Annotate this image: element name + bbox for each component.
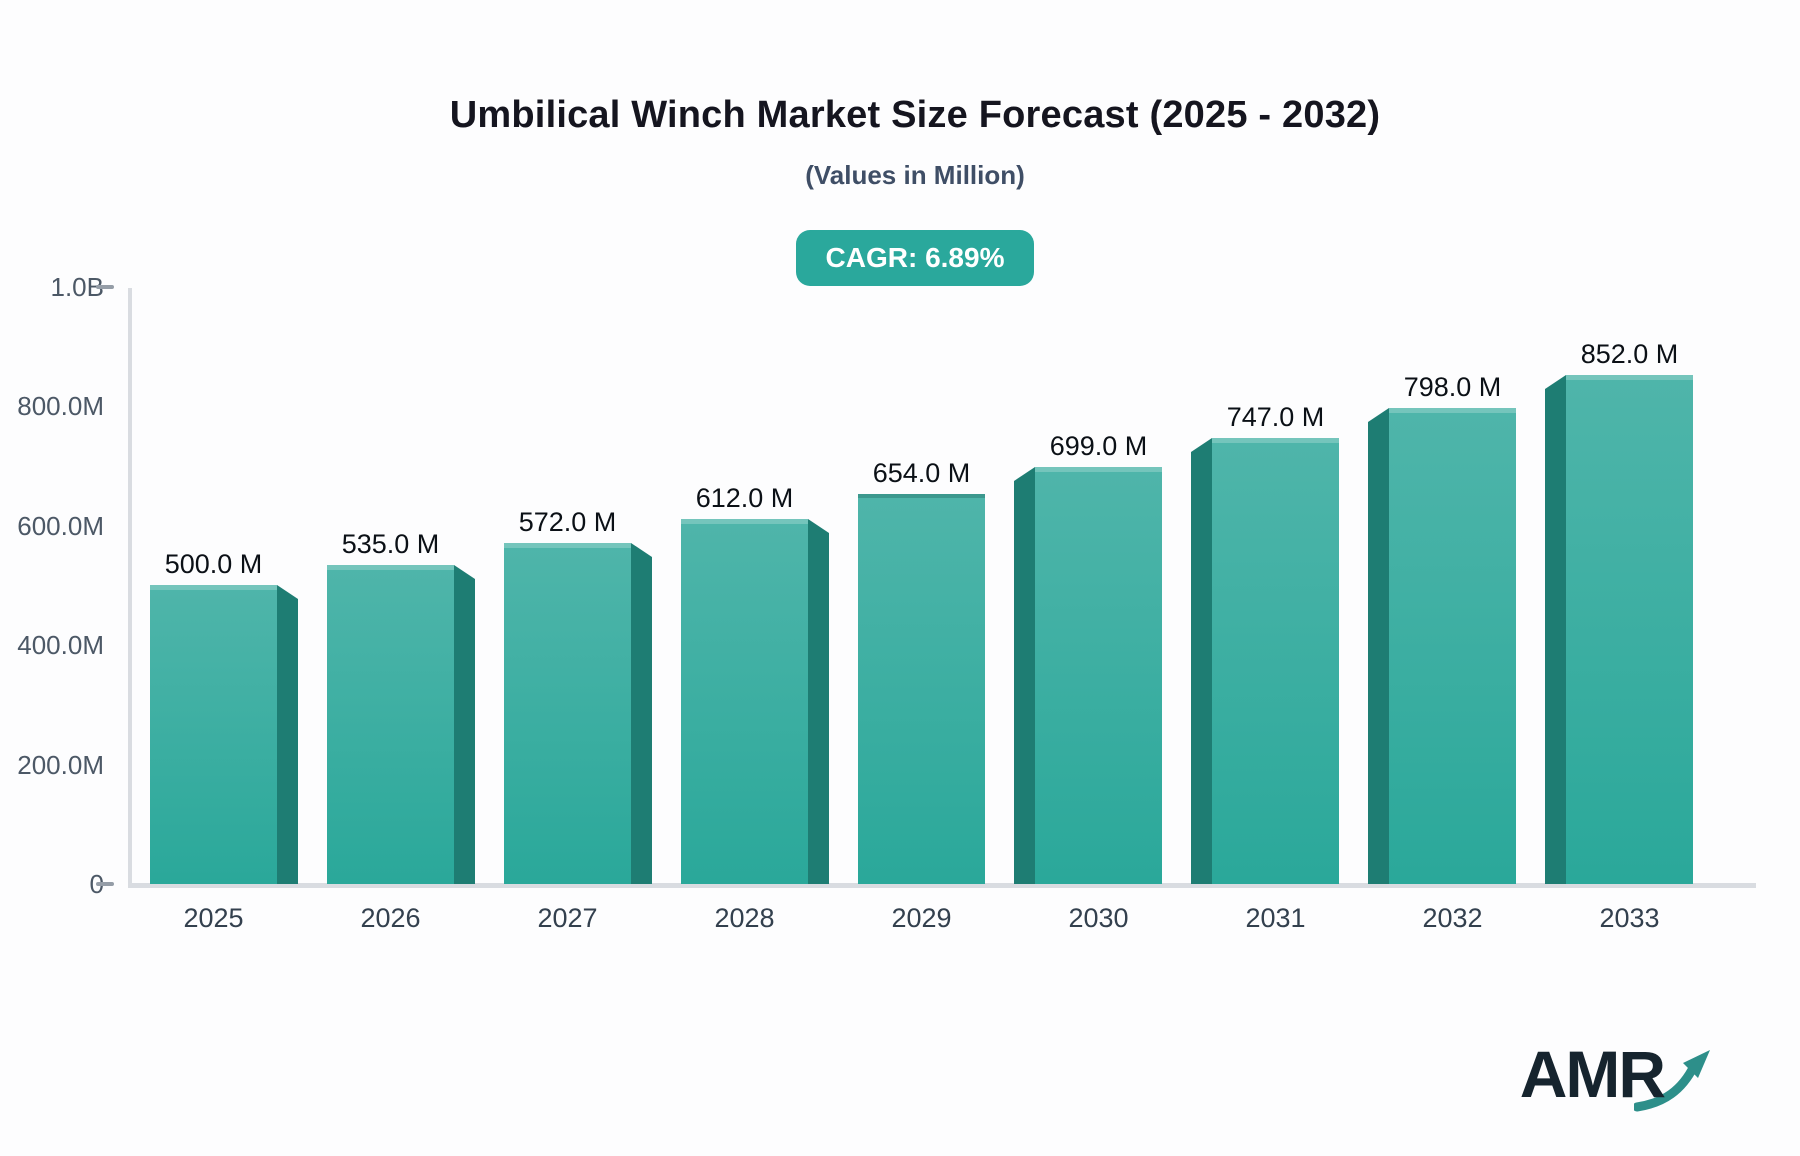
y-tick-label: 1.0B — [50, 272, 105, 302]
bar-top-edge — [1389, 408, 1516, 413]
bar-2032 — [1368, 408, 1516, 884]
bar-side-face — [631, 543, 652, 884]
bar-value-label: 747.0 M — [1226, 402, 1325, 432]
y-tick-dash — [96, 285, 114, 289]
bar-side-face — [454, 565, 475, 884]
bar-body — [1212, 438, 1339, 884]
chart-title: Umbilical Winch Market Size Forecast (20… — [449, 94, 1381, 136]
bar-side-face — [1368, 408, 1389, 884]
cagr-badge: CAGR: 6.89% — [795, 230, 1035, 286]
bar-side-face — [277, 585, 298, 884]
bar-body — [1035, 467, 1162, 884]
x-axis-label: 2033 — [1599, 903, 1660, 933]
bar-2025 — [150, 585, 298, 884]
bar-top-edge — [1212, 438, 1339, 443]
bar-2031 — [1191, 438, 1339, 884]
bar-top-edge — [858, 494, 985, 498]
bar-side-face — [1191, 438, 1212, 884]
x-axis-label: 2027 — [537, 903, 598, 933]
bar-2028 — [681, 519, 829, 884]
x-axis-label: 2029 — [891, 903, 952, 933]
bar-top-edge — [150, 585, 277, 590]
chart-subtitle: (Values in Million) — [805, 160, 1025, 190]
bar-value-label: 699.0 M — [1049, 431, 1148, 461]
y-tick-label: 800.0M — [17, 391, 104, 422]
x-axis-label: 2028 — [714, 903, 775, 933]
bar-value-label: 654.0 M — [872, 458, 971, 488]
cagr-badge-row: CAGR: 6.89% — [130, 230, 1700, 286]
bar-2030 — [1014, 467, 1162, 884]
x-axis-line — [128, 883, 1756, 888]
bar-value-label: 572.0 M — [518, 507, 617, 537]
growth-arrow-icon — [1634, 1050, 1710, 1112]
bar-body — [681, 519, 808, 884]
y-tick-label: 600.0M — [17, 510, 104, 541]
bar-body — [150, 585, 277, 884]
bar-body — [504, 543, 631, 884]
bar-2029 — [858, 494, 985, 884]
bar-2027 — [504, 543, 652, 884]
bar-value-label: 500.0 M — [164, 549, 263, 579]
bar-side-face — [1545, 375, 1566, 884]
bar-body — [327, 565, 454, 884]
bar-top-edge — [504, 543, 631, 548]
bar-body — [858, 494, 985, 884]
bar-2026 — [327, 565, 475, 884]
amr-logo: AMR — [1520, 1034, 1712, 1114]
x-axis-label: 2032 — [1422, 903, 1483, 933]
bar-top-edge — [1566, 375, 1693, 380]
amr-logo-text: AMR — [1519, 1037, 1666, 1111]
bar-side-face — [808, 519, 829, 884]
bar-value-label: 535.0 M — [341, 529, 440, 559]
y-tick-label: 200.0M — [17, 749, 104, 780]
bar-top-edge — [681, 519, 808, 524]
bar-body — [1389, 408, 1516, 884]
bar-value-label: 852.0 M — [1580, 339, 1679, 369]
bar-value-label: 612.0 M — [695, 483, 794, 513]
bar-top-edge — [1035, 467, 1162, 472]
x-axis-label: 2031 — [1245, 903, 1306, 933]
bar-top-edge — [327, 565, 454, 570]
bar-2033 — [1545, 375, 1693, 884]
y-axis-line — [128, 288, 132, 886]
bar-value-label: 798.0 M — [1403, 372, 1502, 402]
x-axis-label: 2030 — [1068, 903, 1129, 933]
y-tick-dash — [96, 882, 114, 886]
x-axis-label: 2026 — [360, 903, 421, 933]
y-tick-label: 0 — [0, 869, 104, 899]
bar-body — [1566, 375, 1693, 884]
y-tick-label: 400.0M — [17, 630, 104, 661]
bar-side-face — [1014, 467, 1035, 884]
x-axis-label: 2025 — [183, 903, 244, 933]
